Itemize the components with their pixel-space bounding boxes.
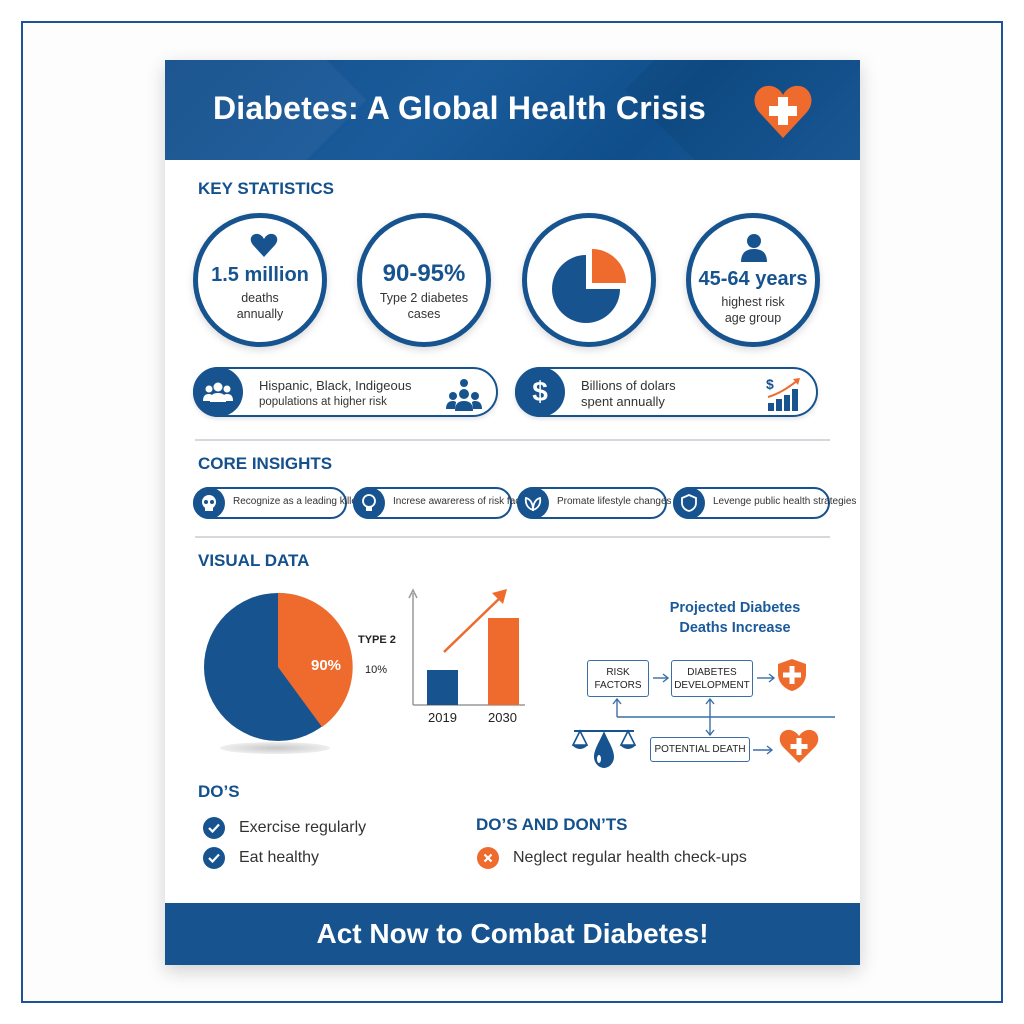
flow-box-label: RISK (606, 666, 630, 678)
bar-label-2030: 2030 (488, 710, 517, 725)
shield-cross-icon (778, 659, 806, 691)
pill-text: Billions of dolars spent annually (581, 378, 676, 410)
risk-populations-pill: Hispanic, Black, Indigeous populations a… (193, 367, 498, 417)
deaths-bar-chart (408, 588, 525, 706)
pie-chart-icon (552, 249, 626, 323)
leaf-icon (517, 487, 549, 519)
do-item: Eat healthy (203, 847, 319, 869)
heart-icon (250, 233, 278, 257)
flow-box-diabetes-development: DIABETES DEVELOPMENT (671, 660, 753, 697)
dont-item-label: Neglect regular health check-ups (513, 849, 747, 866)
stat-card-pie (522, 213, 656, 347)
footer-banner: Act Now to Combat Diabetes! (165, 903, 860, 965)
checkmark-icon (203, 817, 225, 839)
dollar-icon: $ (515, 367, 565, 417)
person-icon (741, 234, 767, 262)
shield-icon (673, 487, 705, 519)
pill-line2: spent annually (581, 394, 665, 409)
do-item-label: Exercise regularly (239, 819, 367, 836)
section-divider (195, 439, 830, 441)
flow-box-label: DIABETES (687, 666, 737, 678)
stat-label: age group (724, 311, 782, 325)
svg-text:$: $ (766, 377, 774, 392)
stat-value: 45-64 years (698, 268, 808, 290)
insight-leading-killer: Recognize as a leading killer (193, 487, 360, 519)
stat-card-type2: 90-95% Type 2 diabetes cases (357, 213, 491, 347)
section-title-dos: DO’S (198, 782, 240, 801)
flow-title: Projected Diabetes Deaths Increase (635, 598, 835, 638)
section-divider (195, 536, 830, 538)
dont-item: Neglect regular health check-ups (477, 847, 747, 869)
stat-label: Type 2 diabetes (379, 291, 469, 305)
skull-icon (193, 487, 225, 519)
checkmark-icon (203, 847, 225, 869)
lightbulb-icon (353, 487, 385, 519)
infographic-poster: Diabetes: A Global Health Crisis KEY STA… (165, 60, 860, 965)
call-to-action: Act Now to Combat Diabetes! (316, 918, 709, 949)
stat-card-age: 45-64 years highest risk age group (686, 213, 820, 347)
pill-text: Hispanic, Black, Indigeous populations a… (259, 378, 411, 410)
section-title-visual-data: VISUAL DATA (198, 551, 310, 570)
section-title-core-insights: CORE INSIGHTS (198, 454, 333, 473)
heart-cross-icon (779, 729, 819, 763)
do-item-label: Eat healthy (239, 849, 320, 866)
flow-box-potential-death: POTENTIAL DEATH (650, 737, 750, 762)
header-banner: Diabetes: A Global Health Crisis (165, 60, 860, 160)
stat-label: deaths (241, 291, 279, 305)
insight-label: Levenge public health strategies (713, 496, 857, 507)
flow-connectors (612, 673, 835, 755)
insight-lifestyle: Promate lifestyle changes (517, 487, 672, 519)
flow-box-risk-factors: RISK FACTORS (587, 660, 649, 697)
flow-title-line2: Deaths Increase (679, 620, 791, 636)
flow-box-label: DEVELOPMENT (674, 679, 750, 691)
bar-label-2019: 2019 (428, 710, 457, 725)
section-title-dos-and-donts: DO’S AND DON’TS (476, 815, 628, 834)
page-title: Diabetes: A Global Health Crisis (213, 90, 707, 126)
community-icon (446, 379, 482, 411)
type2-pie-chart (204, 592, 353, 741)
do-item: Exercise regularly (203, 817, 366, 839)
stat-label: cases (407, 307, 441, 321)
stat-label: highest risk (721, 295, 785, 309)
flow-box-label: POTENTIAL DEATH (654, 744, 746, 755)
stat-card-deaths: 1.5 million deaths annually (193, 213, 327, 347)
rising-cost-chart-icon: $ (766, 377, 800, 411)
flow-box-label: FACTORS (594, 679, 642, 691)
pie-legend-title: TYPE 2 (358, 634, 396, 646)
insight-awareness: Increse awareress of risk facters (353, 487, 537, 519)
insight-label: Recognize as a leading killer (233, 496, 361, 507)
pie-shadow (220, 742, 330, 754)
pie-inner-label: 90% (311, 657, 342, 674)
pie-legend-value: 10% (365, 664, 388, 676)
people-group-icon (193, 367, 243, 417)
cost-pill: $ Billions of dolars spent annually $ (515, 367, 818, 417)
section-title-key-statistics: KEY STATISTICS (198, 179, 335, 198)
scale-drop-icon (571, 729, 637, 768)
pill-line1: Hispanic, Black, Indigeous (259, 378, 412, 393)
pill-line1: Billions of dolars (581, 378, 676, 393)
insight-label: Promate lifestyle changes (557, 496, 672, 507)
flow-title-line1: Projected Diabetes (669, 600, 801, 616)
insight-public-health: Levenge public health strategies (673, 487, 856, 519)
heart-medical-cross-icon (754, 85, 812, 138)
stat-value: 90-95% (382, 260, 466, 287)
cross-icon (477, 847, 499, 869)
insight-label: Increse awareress of risk facters (393, 496, 537, 507)
pill-line2: populations at higher risk (259, 396, 387, 408)
stat-label: annually (236, 307, 284, 321)
stat-value: 1.5 million (211, 264, 309, 286)
